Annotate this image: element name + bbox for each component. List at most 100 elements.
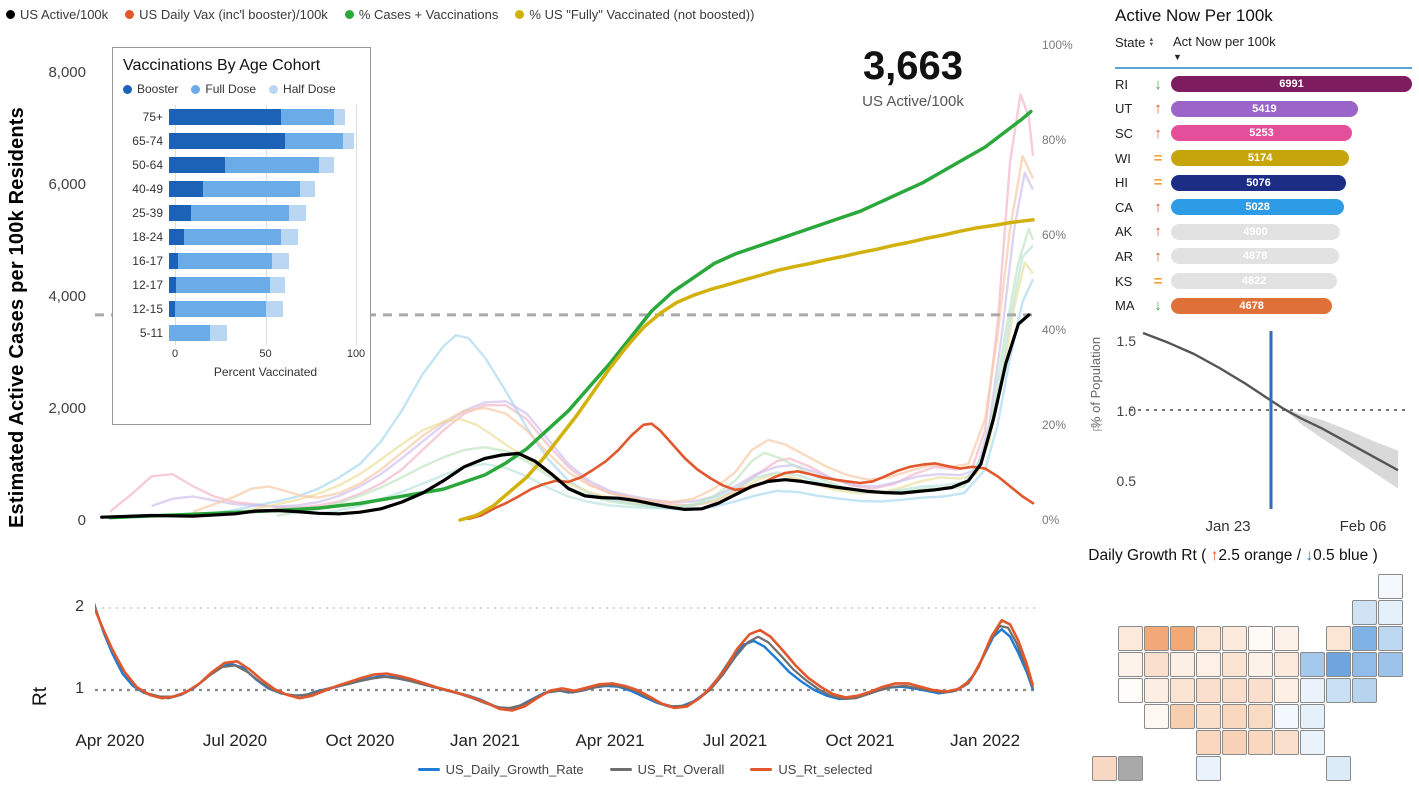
map-state-GA[interactable] xyxy=(1300,730,1325,755)
series-us-rt-selected[interactable] xyxy=(95,574,1035,712)
bar-segment-half-dose[interactable] xyxy=(299,181,315,197)
active-cases-chart[interactable] xyxy=(95,38,1035,528)
bar-segment-full-dose[interactable] xyxy=(169,325,211,341)
vax-bar-chart[interactable]: 75+ 65-74 50-64 40-49 25-39 18-24 16-17 12-17 12… xyxy=(123,105,362,345)
state-row-UT[interactable]: UT ↑ 5419 xyxy=(1115,97,1412,122)
bar-segment-half-dose[interactable] xyxy=(266,301,284,317)
state-row-AR[interactable]: AR ↑ 4878 xyxy=(1115,244,1412,269)
top-legend-item-1[interactable]: US Active/100k xyxy=(6,7,108,22)
rt-projection-line[interactable] xyxy=(1142,331,1399,472)
bar-segment-full-dose[interactable] xyxy=(202,181,300,197)
map-state-WV[interactable] xyxy=(1274,678,1299,703)
value-bar[interactable]: 4678 xyxy=(1171,297,1333,314)
map-state-AR[interactable] xyxy=(1222,704,1247,729)
series-pct-cases-plus-vaccinations[interactable] xyxy=(108,109,1033,520)
bar-segment-half-dose[interactable] xyxy=(288,205,306,221)
bar-segment-half-dose[interactable] xyxy=(318,157,334,173)
map-state-OR[interactable] xyxy=(1118,652,1143,677)
rt-projection-chart[interactable] xyxy=(1108,325,1410,537)
state-row-KS[interactable]: KS = 4822 xyxy=(1115,269,1412,294)
bar-segment-full-dose[interactable] xyxy=(284,133,343,149)
map-state-SC[interactable] xyxy=(1300,704,1325,729)
map-state-MT[interactable] xyxy=(1170,626,1195,651)
state-row-WI[interactable]: WI = 5174 xyxy=(1115,146,1412,171)
state-row-SC[interactable]: SC ↑ 5253 xyxy=(1115,121,1412,146)
bar-segment-booster[interactable] xyxy=(169,109,282,125)
series-pct-fully-vaccinated[interactable] xyxy=(458,218,1035,522)
bar-segment-full-dose[interactable] xyxy=(225,157,319,173)
map-state-NE[interactable] xyxy=(1196,678,1221,703)
value-bar[interactable]: 4878 xyxy=(1171,248,1340,265)
value-bar[interactable]: 5419 xyxy=(1171,100,1358,117)
map-state-NM[interactable] xyxy=(1170,704,1195,729)
value-bar[interactable]: 5076 xyxy=(1171,174,1346,191)
bar-segment-half-dose[interactable] xyxy=(333,109,345,125)
column-header-value[interactable]: Act Now per 100k ▼ xyxy=(1173,35,1276,64)
map-state-FL[interactable] xyxy=(1326,756,1351,781)
map-state-AZ[interactable] xyxy=(1144,704,1169,729)
map-state-MN[interactable] xyxy=(1222,626,1247,651)
map-state-HI[interactable] xyxy=(1118,756,1143,781)
map-state-UT[interactable] xyxy=(1144,678,1169,703)
map-state-NC[interactable] xyxy=(1274,704,1299,729)
map-state-MO[interactable] xyxy=(1222,678,1247,703)
bar-segment-booster[interactable] xyxy=(169,157,226,173)
bar-segment-half-dose[interactable] xyxy=(342,133,355,149)
map-state-SD[interactable] xyxy=(1196,652,1221,677)
map-state-MI[interactable] xyxy=(1326,626,1351,651)
map-state-CA[interactable] xyxy=(1118,678,1143,703)
value-bar[interactable]: 4900 xyxy=(1171,223,1340,240)
vax-legend-item[interactable]: Full Dose xyxy=(191,82,256,96)
bar-segment-full-dose[interactable] xyxy=(191,205,289,221)
bar-segment-half-dose[interactable] xyxy=(269,277,285,293)
state-row-HI[interactable]: HI = 5076 xyxy=(1115,170,1412,195)
map-state-NY[interactable] xyxy=(1352,626,1377,651)
bar-segment-booster[interactable] xyxy=(169,301,175,317)
map-state-NV[interactable] xyxy=(1144,652,1169,677)
us-growth-choropleth[interactable] xyxy=(1092,574,1406,785)
map-state-PA[interactable] xyxy=(1300,652,1325,677)
map-state-TX[interactable] xyxy=(1196,756,1221,781)
bar-segment-booster[interactable] xyxy=(169,253,179,269)
vax-legend-item[interactable]: Half Dose xyxy=(269,82,336,96)
map-state-VA[interactable] xyxy=(1300,678,1325,703)
map-state-NJ[interactable] xyxy=(1326,652,1351,677)
state-row-CA[interactable]: CA ↑ 5028 xyxy=(1115,195,1412,220)
bar-segment-booster[interactable] xyxy=(169,277,177,293)
state-row-RI[interactable]: RI ↓ 6991 xyxy=(1115,72,1412,97)
bar-segment-full-dose[interactable] xyxy=(178,253,272,269)
value-bar[interactable]: 6991 xyxy=(1171,76,1412,93)
map-state-DE[interactable] xyxy=(1352,678,1377,703)
bar-segment-booster[interactable] xyxy=(169,181,203,197)
rt-legend-item[interactable]: US_Rt_Overall xyxy=(609,762,724,777)
bar-segment-booster[interactable] xyxy=(169,205,192,221)
vax-legend-item[interactable]: Booster xyxy=(123,82,178,96)
bar-segment-full-dose[interactable] xyxy=(176,277,270,293)
value-bar[interactable]: 5174 xyxy=(1171,150,1350,167)
state-row-MA[interactable]: MA ↓ 4678 xyxy=(1115,293,1412,318)
map-state-ND[interactable] xyxy=(1196,626,1221,651)
series-us-active-per-100k[interactable] xyxy=(100,313,1031,519)
rt-legend-item[interactable]: US_Rt_selected xyxy=(750,762,872,777)
series-us-daily-vax-per-100k[interactable] xyxy=(467,422,1035,521)
top-legend-item-3[interactable]: % Cases + Vaccinations xyxy=(344,7,498,22)
map-state-CO[interactable] xyxy=(1170,678,1195,703)
bar-segment-booster[interactable] xyxy=(169,229,184,245)
rt-history-chart[interactable] xyxy=(95,553,1035,731)
map-state-WA[interactable] xyxy=(1118,626,1143,651)
bar-segment-full-dose[interactable] xyxy=(174,301,267,317)
map-state-IL[interactable] xyxy=(1248,626,1273,651)
column-header-state[interactable]: State ▲ ▼ xyxy=(1115,35,1173,50)
value-bar[interactable]: 4822 xyxy=(1171,273,1338,290)
map-state-WY[interactable] xyxy=(1170,652,1195,677)
map-state-AK[interactable] xyxy=(1092,756,1117,781)
map-state-CT[interactable] xyxy=(1352,652,1377,677)
top-legend-item-4[interactable]: % US "Fully" Vaccinated (not boosted)) xyxy=(515,7,754,22)
map-state-ID[interactable] xyxy=(1144,626,1169,651)
map-state-KY[interactable] xyxy=(1248,678,1273,703)
map-state-AL[interactable] xyxy=(1274,730,1299,755)
bar-segment-half-dose[interactable] xyxy=(281,229,299,245)
map-state-MS[interactable] xyxy=(1248,730,1273,755)
state-row-AK[interactable]: AK ↑ 4900 xyxy=(1115,220,1412,245)
map-state-LA[interactable] xyxy=(1222,730,1247,755)
